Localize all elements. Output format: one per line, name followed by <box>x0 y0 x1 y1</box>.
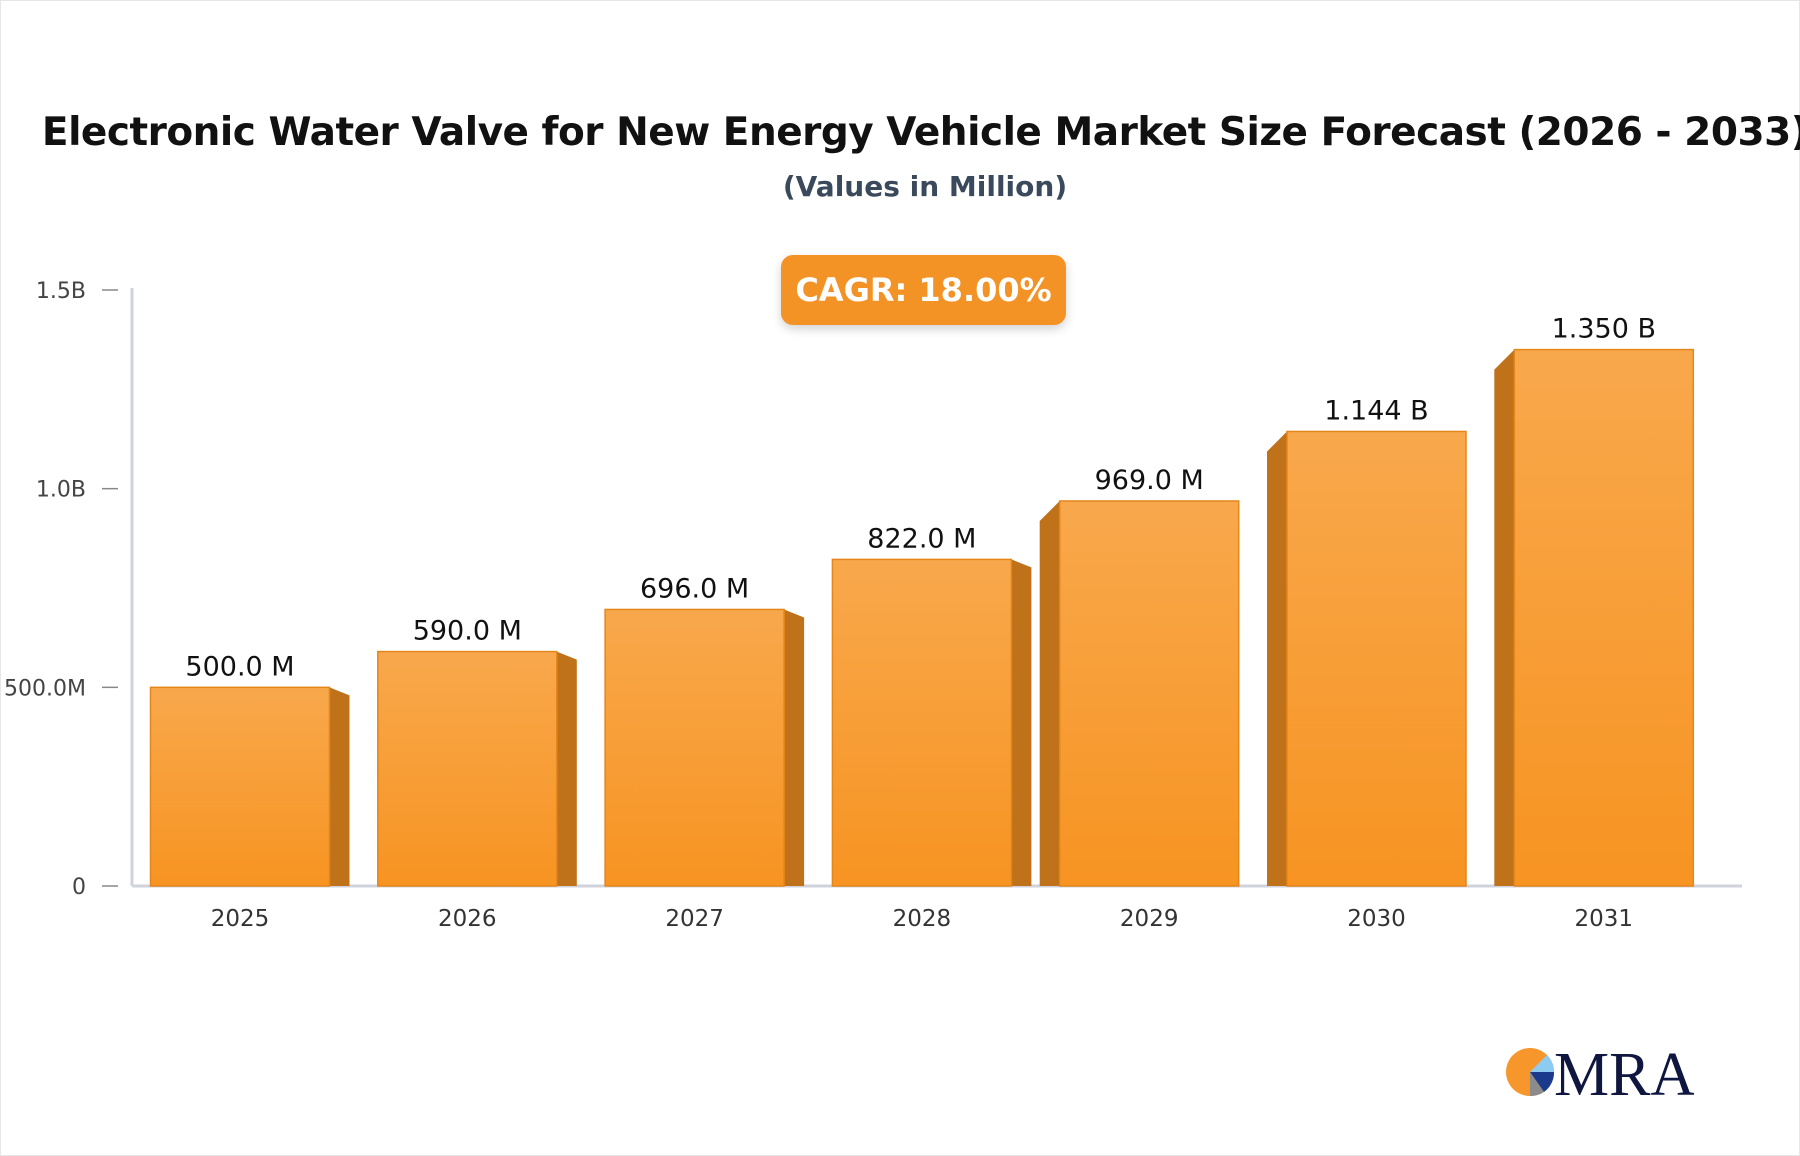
bar-side <box>1267 431 1287 886</box>
bar-value-label: 822.0 M <box>867 523 976 554</box>
bar-value-label: 500.0 M <box>185 651 294 682</box>
bar <box>831 558 1013 887</box>
y-tick-label: 1.0B <box>36 478 86 503</box>
bar-value-label: 696.0 M <box>640 573 749 604</box>
bar-side <box>1011 559 1032 886</box>
chart-subtitle: (Values in Million) <box>782 170 1068 203</box>
mra-logo: MRA <box>1506 1041 1694 1100</box>
bar-side <box>1494 349 1515 887</box>
x-tick-label: 2025 <box>211 906 270 932</box>
bar-side <box>784 609 805 886</box>
y-tick-label: 1.5B <box>36 279 86 304</box>
cagr-badge: CAGR: 18.00% <box>781 255 1066 325</box>
bar-value-label: 1.350 B <box>1552 314 1656 345</box>
x-tick-label: 2026 <box>438 906 497 932</box>
bar-value-label: 969.0 M <box>1095 465 1204 496</box>
bar <box>1058 500 1240 887</box>
x-tick-label: 2029 <box>1120 906 1179 932</box>
logo-text: MRA <box>1554 1041 1694 1100</box>
chart-title: Electronic Water Valve for New Energy Ve… <box>41 110 1800 155</box>
bar-value-label: 1.144 B <box>1324 395 1428 426</box>
x-tick-label: 2031 <box>1575 906 1634 932</box>
bar <box>604 608 785 887</box>
y-tick-label: 500.0M <box>4 676 86 701</box>
bar <box>1286 430 1467 887</box>
x-tick-label: 2027 <box>665 906 724 932</box>
y-tick-label: 0 <box>72 875 86 900</box>
x-tick-label: 2030 <box>1347 906 1406 932</box>
x-tick-label: 2028 <box>893 906 952 932</box>
bar-side <box>329 687 350 886</box>
bar-value-label: 590.0 M <box>413 616 522 647</box>
bar-side <box>1039 500 1060 886</box>
bar <box>1513 348 1695 887</box>
bar-side <box>556 651 577 886</box>
bar <box>149 686 331 887</box>
bar <box>377 650 558 887</box>
